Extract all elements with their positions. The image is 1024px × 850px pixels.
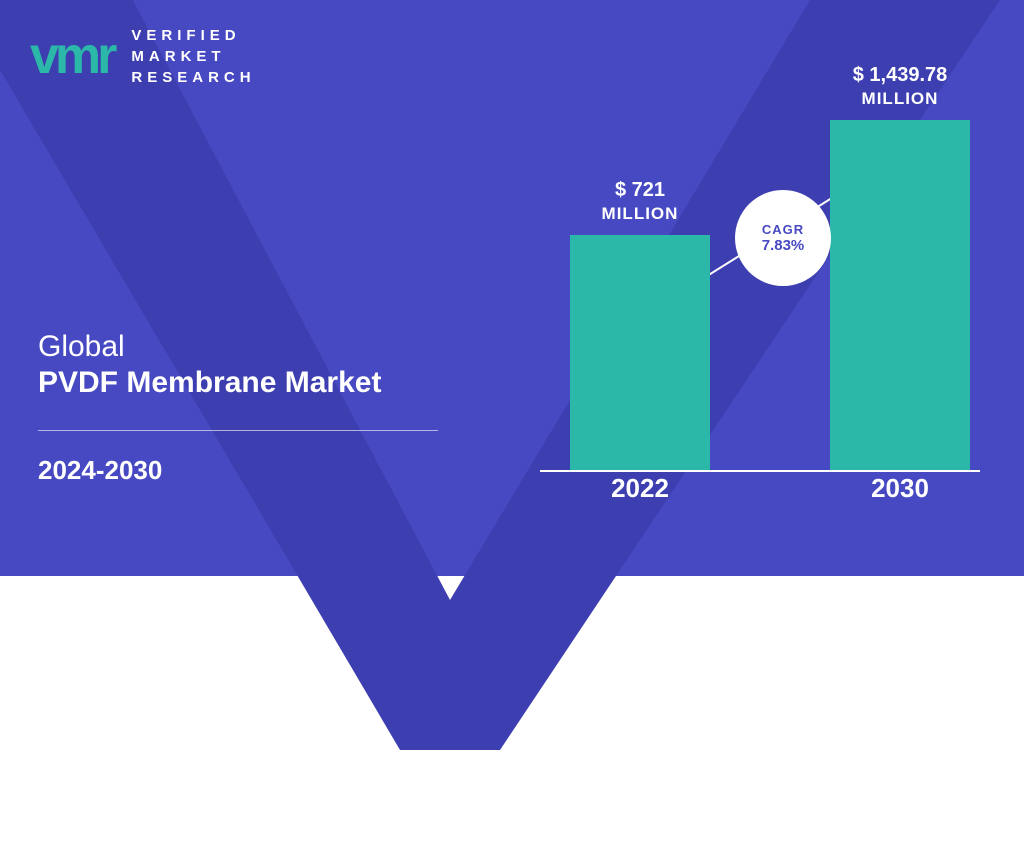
bar-2022-unit: MILLION <box>550 203 730 225</box>
cagr-label: CAGR <box>762 222 804 237</box>
bar-2030-year: 2030 <box>830 473 970 504</box>
cagr-value: 7.83% <box>762 237 805 254</box>
bar-2022-year: 2022 <box>570 473 710 504</box>
logo-text: VERIFIED MARKET RESEARCH <box>131 25 255 88</box>
title-block: Global PVDF Membrane Market <box>38 330 381 400</box>
logo: vmr VERIFIED MARKET RESEARCH <box>30 25 256 88</box>
divider <box>38 430 438 431</box>
logo-line3: RESEARCH <box>131 67 255 88</box>
bar-2030 <box>830 120 970 470</box>
title-line2: PVDF Membrane Market <box>38 366 381 400</box>
logo-line2: MARKET <box>131 46 255 67</box>
bar-2030-amount: $ 1,439.78 <box>810 62 990 88</box>
chart-baseline <box>540 470 980 472</box>
date-range: 2024-2030 <box>38 455 162 486</box>
bar-2022-value: $ 721 MILLION <box>550 177 730 225</box>
bar-chart: $ 721 MILLION 2022 $ 1,439.78 MILLION 20… <box>540 80 1000 500</box>
cagr-badge: CAGR 7.83% <box>735 190 831 286</box>
logo-line1: VERIFIED <box>131 25 255 46</box>
bar-2022 <box>570 235 710 470</box>
bar-2030-unit: MILLION <box>810 88 990 110</box>
bar-2022-amount: $ 721 <box>550 177 730 203</box>
bar-2030-value: $ 1,439.78 MILLION <box>810 62 990 110</box>
title-line1: Global <box>38 330 381 364</box>
logo-mark: vmr <box>30 36 113 78</box>
